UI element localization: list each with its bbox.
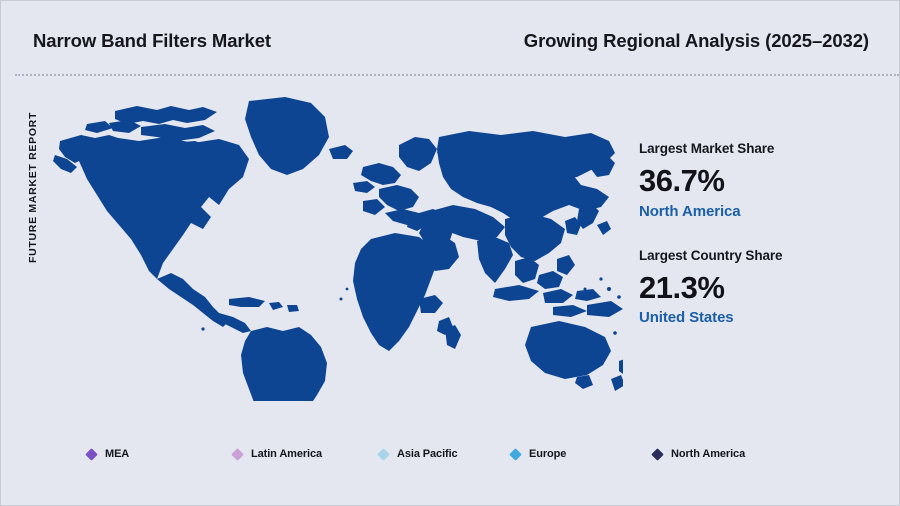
legend-label: Asia Pacific: [397, 448, 458, 460]
page-title: Narrow Band Filters Market: [33, 30, 271, 51]
legend-item-north-america: North America: [651, 447, 746, 461]
legend-label: Europe: [529, 448, 567, 460]
stats-panel: Largest Market Share 36.7% North America…: [639, 141, 889, 354]
header-divider: [15, 74, 899, 76]
legend-label: Latin America: [251, 448, 323, 460]
legend-swatch-icon: [377, 447, 390, 461]
legend-item-asia-pacific: Asia Pacific: [377, 447, 458, 461]
stat-block-country-share: Largest Country Share 21.3% United State…: [639, 248, 889, 327]
stat-label: Largest Country Share: [639, 247, 783, 263]
legend-item-mea: MEA: [85, 447, 130, 461]
world-map-icon: [53, 93, 623, 401]
header-subtitle: Growing Regional Analysis (2025–2032): [523, 30, 869, 51]
header: Narrow Band Filters Market Growing Regio…: [1, 1, 899, 76]
legend-swatch-icon: [85, 447, 98, 461]
legend-label: MEA: [105, 448, 130, 460]
stat-value: 21.3%: [639, 269, 725, 305]
legend-swatch-icon: [231, 447, 244, 461]
legend-swatch-icon: [509, 447, 522, 461]
world-map-landmasses: [53, 97, 623, 401]
legend-item-europe: Europe: [509, 447, 567, 461]
stat-block-market-share: Largest Market Share 36.7% North America: [639, 141, 889, 220]
stat-label: Largest Market Share: [639, 141, 775, 156]
stat-region: United States: [639, 309, 734, 327]
legend-item-latin-america: Latin America: [231, 447, 323, 461]
stat-value: 36.7%: [639, 163, 725, 198]
legend-label: North America: [671, 448, 746, 460]
legend-swatch-icon: [651, 447, 664, 461]
brand-vertical-label: FUTURE MARKET REPORT: [27, 111, 39, 263]
map-legend: MEA Latin America Asia Pacific Europe No…: [85, 447, 787, 468]
stat-region: North America: [639, 202, 741, 220]
